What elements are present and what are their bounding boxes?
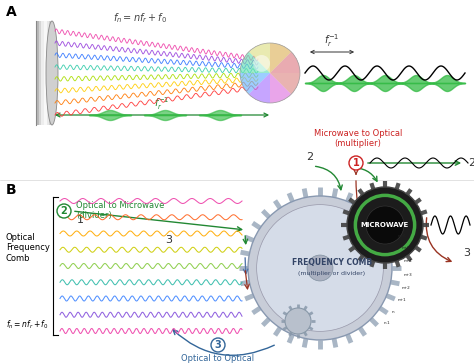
- Circle shape: [240, 43, 300, 103]
- Text: MICROWAVE: MICROWAVE: [361, 222, 409, 228]
- Text: 1: 1: [77, 215, 84, 225]
- Text: n+2: n+2: [401, 286, 410, 290]
- Wedge shape: [270, 52, 300, 73]
- Text: 2: 2: [468, 158, 474, 168]
- Circle shape: [347, 187, 423, 263]
- Ellipse shape: [46, 21, 58, 125]
- Text: Microwave to Optical
(multiplier): Microwave to Optical (multiplier): [314, 129, 402, 148]
- Text: $f_n = nf_r + f_0$: $f_n = nf_r + f_0$: [113, 11, 167, 25]
- Text: Optical to Microwave
(divider): Optical to Microwave (divider): [76, 201, 164, 220]
- Text: (multiplier or divider): (multiplier or divider): [299, 270, 365, 276]
- Text: n: n: [392, 310, 394, 314]
- Text: n+4: n+4: [404, 260, 412, 264]
- Text: $f_r^{-1}$: $f_r^{-1}$: [154, 95, 170, 112]
- Text: n+3: n+3: [404, 273, 412, 277]
- Polygon shape: [44, 21, 46, 125]
- Wedge shape: [270, 73, 300, 94]
- Wedge shape: [270, 43, 291, 73]
- Text: 1: 1: [353, 158, 359, 168]
- Text: A: A: [6, 5, 17, 19]
- Text: n+6: n+6: [398, 234, 406, 238]
- Text: Optical to Optical: Optical to Optical: [182, 354, 255, 363]
- Text: n+5: n+5: [401, 246, 410, 250]
- Text: $f_r^{-1}$: $f_r^{-1}$: [324, 32, 340, 49]
- Circle shape: [307, 255, 333, 281]
- Circle shape: [256, 205, 383, 331]
- Text: 2: 2: [61, 206, 67, 216]
- Text: n-1: n-1: [384, 321, 391, 325]
- Text: B: B: [6, 183, 17, 197]
- Circle shape: [253, 55, 270, 72]
- Text: 3: 3: [165, 235, 172, 245]
- Text: $f_n = nf_r + f_0$: $f_n = nf_r + f_0$: [6, 319, 49, 331]
- Polygon shape: [36, 21, 39, 125]
- Wedge shape: [249, 43, 270, 73]
- Circle shape: [248, 196, 392, 340]
- Text: 3: 3: [463, 248, 470, 258]
- Wedge shape: [240, 73, 270, 94]
- Text: 2: 2: [306, 152, 313, 162]
- Polygon shape: [46, 21, 49, 125]
- Polygon shape: [39, 21, 41, 125]
- Wedge shape: [270, 73, 291, 103]
- Text: 3: 3: [215, 340, 221, 350]
- Wedge shape: [240, 52, 270, 73]
- Polygon shape: [41, 21, 44, 125]
- Circle shape: [211, 338, 225, 352]
- Wedge shape: [249, 73, 270, 103]
- Circle shape: [57, 204, 71, 218]
- Circle shape: [366, 206, 404, 244]
- Circle shape: [349, 156, 363, 170]
- Polygon shape: [49, 21, 52, 125]
- Text: FREQUENCY COMB: FREQUENCY COMB: [292, 257, 372, 266]
- Text: n+1: n+1: [398, 298, 406, 302]
- Circle shape: [285, 308, 311, 334]
- Text: Optical
Frequency
Comb: Optical Frequency Comb: [6, 233, 50, 263]
